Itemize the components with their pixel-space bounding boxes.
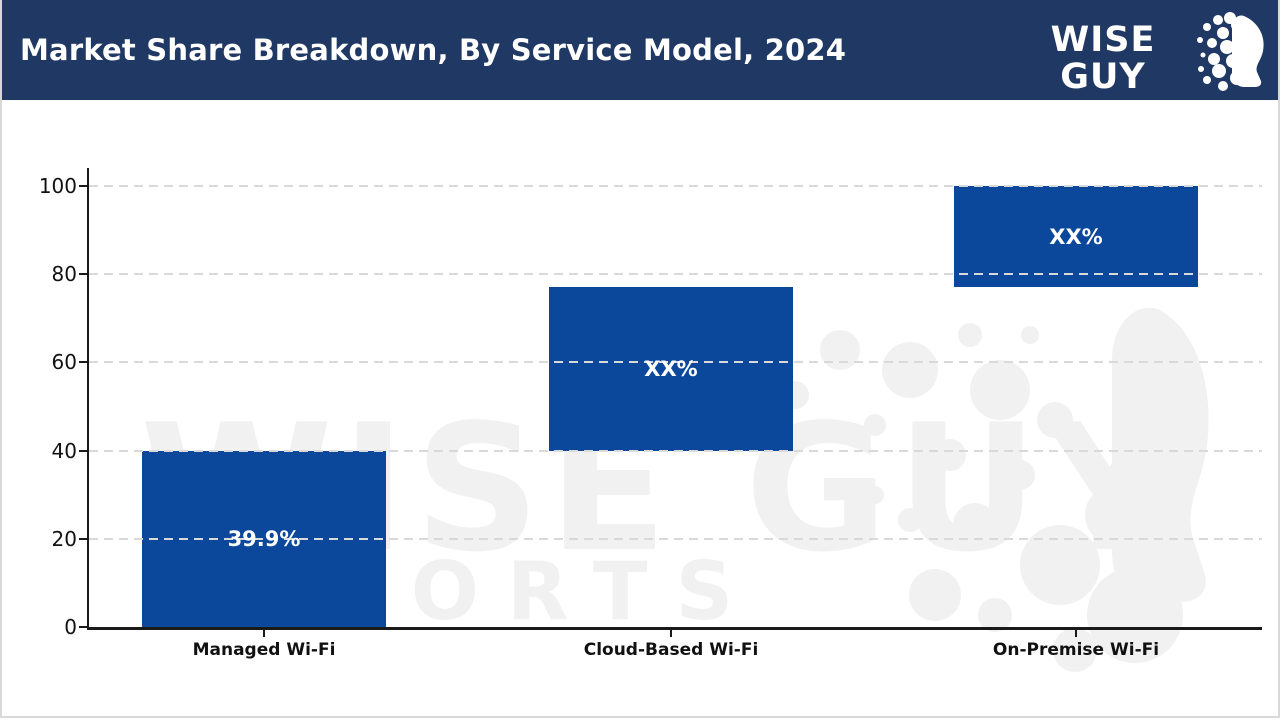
y-tick-label: 40 [51,438,77,463]
y-tick-mark [79,537,87,540]
y-tick-mark [79,626,87,628]
bar-value-label: 39.9% [227,527,301,552]
brand-subname: REPORTS [1034,98,1176,117]
y-tick-mark [79,273,87,276]
x-tick-mark [263,630,265,637]
y-tick-label: 20 [51,526,77,551]
y-gridline [89,537,1262,540]
y-axis-line [87,168,89,630]
chart-plot-area: WISE GUY REPORTS 0 20 40 60 80 100 39.9% XX% XX%… [0,100,1280,720]
y-tick-mark [79,361,87,364]
x-axis-line [87,627,1262,630]
bar-value-label: XX% [1049,224,1103,249]
face-profile-icon [1197,12,1264,91]
x-tick-mark [670,630,672,637]
y-tick-mark [79,185,87,187]
watermark-face-icon [781,307,1209,672]
x-category-label: Cloud-Based Wi-Fi [583,640,759,660]
header: Market Share Breakdown, By Service Model… [0,0,1280,117]
page-title: Market Share Breakdown, By Service Model… [20,33,847,67]
y-tick-label: 100 [38,174,77,198]
bar-on-premise-wi-fi [954,186,1198,288]
y-tick-label: 0 [64,615,77,639]
y-gridline [89,449,1262,452]
y-tick-mark [79,449,87,452]
y-gridline [89,273,1262,276]
y-tick-label: 80 [51,262,77,287]
x-category-label: On-Premise Wi-Fi [992,640,1160,660]
y-gridline [89,361,1262,364]
y-gridline [89,185,1262,187]
brand-logo: WISE GUY REPORTS [1012,6,1264,117]
brand-logo-text: WISE GUY REPORTS [1012,22,1194,117]
brand-name: WISE GUY [1050,20,1156,97]
bar-cloud-based-wi-fi [549,287,793,452]
bar-value-label: XX% [644,357,698,382]
x-category-label: Managed Wi-Fi [192,640,336,660]
y-tick-label: 60 [51,350,77,375]
x-tick-mark [1075,630,1077,637]
